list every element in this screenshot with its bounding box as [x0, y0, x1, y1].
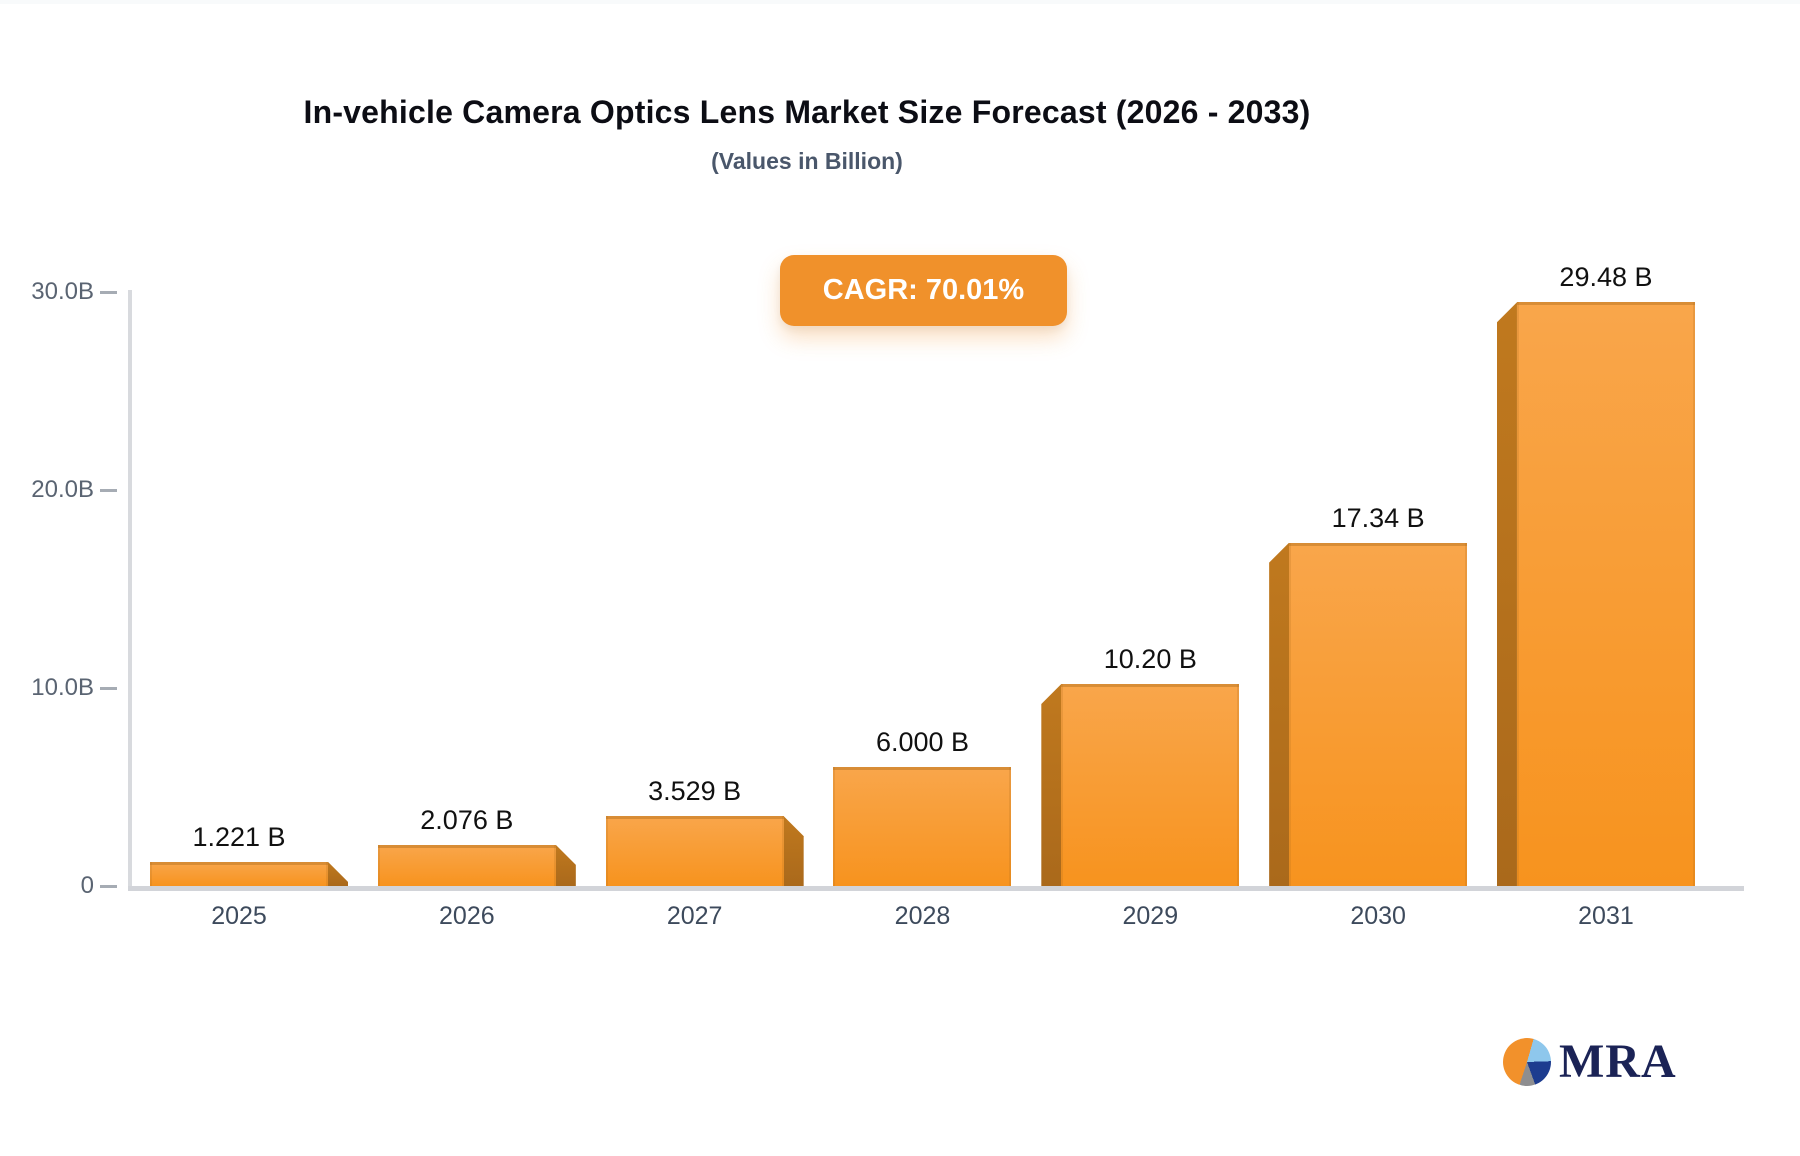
bar-side-face-2027	[783, 816, 804, 886]
bar-side-face-2031	[1496, 302, 1517, 886]
y-tick-label: 10.0B	[31, 674, 94, 701]
bar-value-label-2031: 29.48 B	[1559, 262, 1653, 293]
bar-side-face-2030	[1269, 542, 1290, 886]
x-axis-line	[128, 886, 1744, 891]
y-tick-mark	[100, 488, 117, 492]
cagr-badge-label: CAGR: 70.01%	[822, 274, 1025, 306]
cagr-badge: CAGR: 70.01%	[780, 255, 1067, 326]
pie-chart-logo-icon	[1503, 1038, 1551, 1086]
bar-side-face-2029	[1041, 684, 1062, 886]
bar-value-label-2026: 2.076 B	[420, 804, 514, 835]
bar-2026	[377, 844, 556, 886]
bar-value-label-2030: 17.34 B	[1331, 502, 1425, 533]
y-axis-line	[128, 290, 132, 890]
y-tick-label: 30.0B	[31, 278, 94, 305]
x-axis-label-2029: 2029	[1122, 902, 1179, 930]
chart-subtitle: (Values in Billion)	[711, 148, 903, 174]
bar-value-label-2027: 3.529 B	[648, 776, 742, 807]
bar-side-face-2026	[555, 844, 576, 886]
bar-side-face-2025	[328, 861, 348, 886]
y-tick-mark	[100, 290, 117, 294]
bar-2031	[1516, 302, 1695, 886]
bar-2025	[150, 861, 328, 886]
brand-logo-text: MRA	[1559, 1035, 1677, 1088]
bar-2027	[605, 816, 784, 886]
bar-2029	[1061, 684, 1240, 886]
bar-value-label-2028: 6.000 B	[875, 727, 970, 758]
brand-logo: MRA	[1503, 1038, 1677, 1086]
bar-value-label-2025: 1.221 B	[192, 821, 286, 852]
x-axis-label-2031: 2031	[1578, 902, 1634, 930]
y-tick-label: 20.0B	[31, 476, 94, 503]
x-axis-label-2030: 2030	[1350, 902, 1406, 930]
y-tick-mark	[100, 884, 117, 888]
bar-2028	[833, 767, 1012, 886]
bar-2030	[1289, 542, 1468, 886]
x-axis-label-2026: 2026	[439, 902, 495, 930]
x-axis-label-2027: 2027	[666, 902, 723, 930]
chart-title: In-vehicle Camera Optics Lens Market Siz…	[303, 94, 1311, 130]
bar-value-label-2029: 10.20 B	[1103, 644, 1197, 675]
y-tick-label: 0	[80, 872, 94, 899]
x-axis-label-2025: 2025	[211, 902, 267, 930]
y-tick-mark	[100, 686, 117, 690]
page-top-edge	[0, 0, 1800, 4]
x-axis-label-2028: 2028	[894, 902, 951, 930]
